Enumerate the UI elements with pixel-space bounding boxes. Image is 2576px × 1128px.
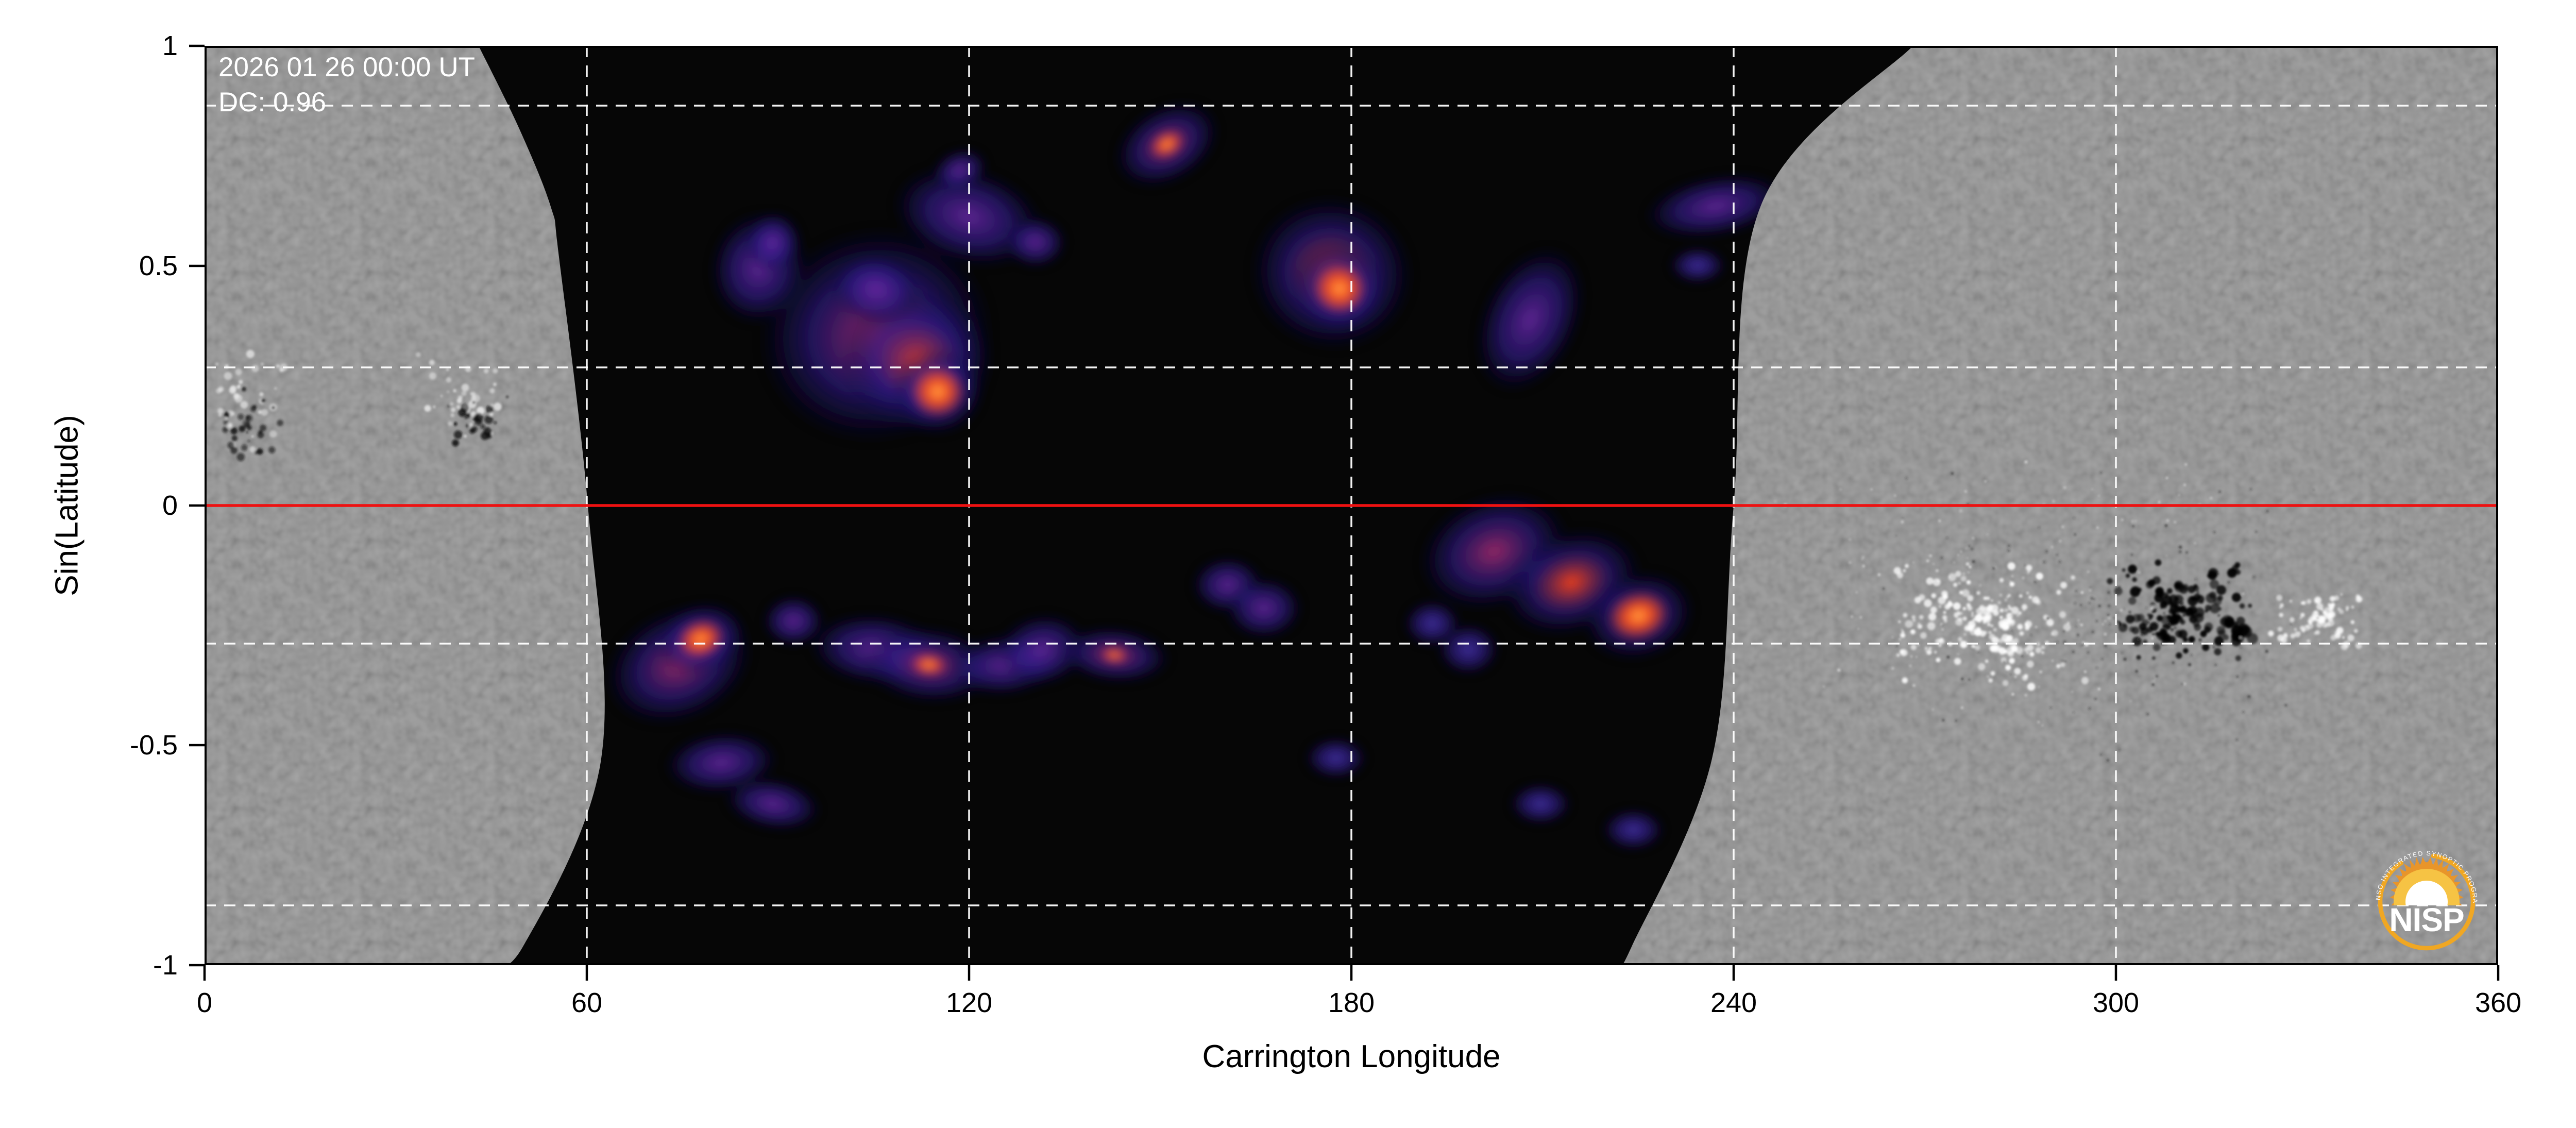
svg-text:NISP: NISP <box>2389 901 2464 938</box>
